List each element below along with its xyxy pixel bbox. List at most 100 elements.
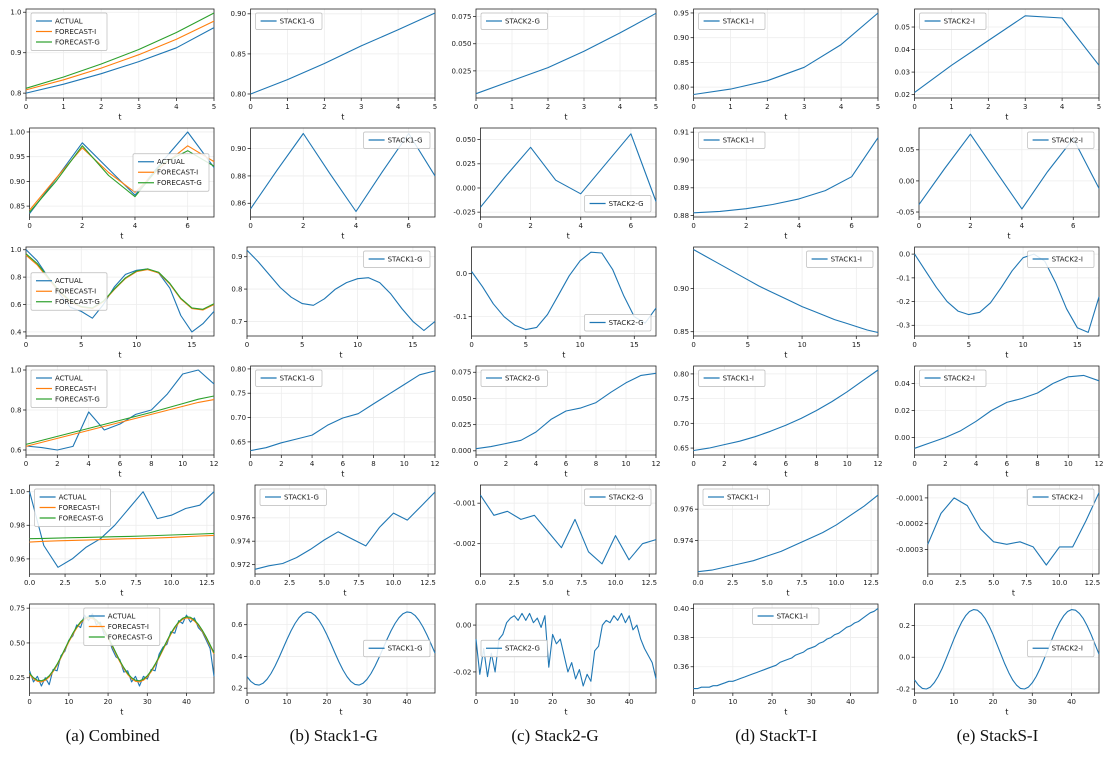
chart-panel-r1c: 0.025 0.050 0.075 0 1 2 3 4 5 t STACK2-G xyxy=(444,3,663,122)
x-tick-label: 5 xyxy=(524,341,528,349)
x-tick-label: 0.0 xyxy=(250,579,261,587)
legend: STACK2-G xyxy=(584,488,652,506)
x-tick-label: 0 xyxy=(691,222,695,230)
y-tick-label: 0.36 xyxy=(673,663,689,671)
x-axis-label: t xyxy=(341,113,344,122)
y-tick-label: 0.4 xyxy=(232,653,244,661)
y-tick-label: 0.02 xyxy=(894,407,910,415)
plot-box xyxy=(692,246,878,337)
caption-stackt-i: (d) StackT-I xyxy=(735,726,818,745)
chart-r4d: 0.65 0.70 0.75 0.80 0 2 4 6 8 10 12 t STACK1-I xyxy=(673,365,882,479)
x-tick-label: 10 xyxy=(178,460,187,468)
y-tick-label: 0.95 xyxy=(673,9,689,17)
x-tick-label: 40 xyxy=(182,698,191,706)
chart-panel-r4e: 0.00 0.02 0.04 0 2 4 6 8 10 12 t STACK2-I xyxy=(887,360,1106,479)
plot-box xyxy=(29,603,215,694)
legend-box xyxy=(1027,488,1095,506)
legend-label: FORECAST-I xyxy=(55,385,96,393)
x-tick-label: 7.5 xyxy=(1021,579,1032,587)
x-axis-label: t xyxy=(784,232,787,241)
y-tick-label: 1.0 xyxy=(10,9,21,17)
x-tick-label: 2 xyxy=(744,222,748,230)
legend: STACK1-I xyxy=(805,250,873,268)
chart-r5a: 0.96 0.98 1.00 0.0 2.5 5.0 7.5 10.0 12.5 t ACTUAL F… xyxy=(10,484,215,598)
y-tick-label: -0.001 xyxy=(454,500,477,508)
y-tick-label: 0.974 xyxy=(231,538,252,546)
y-tick-label: -0.0002 xyxy=(896,520,923,528)
x-tick-label: 0 xyxy=(27,698,31,706)
plot-box xyxy=(254,484,436,575)
y-tick-label: 0.6 xyxy=(232,621,244,629)
legend: ACTUAL FORECAST-I FORECAST-G xyxy=(132,153,210,192)
x-tick-label: 0 xyxy=(691,698,695,706)
y-tick-label: 0.85 xyxy=(10,203,26,211)
legend-label: FORECAST-I xyxy=(55,288,96,296)
chart-grid: 0.8 0.9 1.0 0 1 2 3 4 5 t ACTUAL FORECAST-I FORECAST… xyxy=(2,3,1108,717)
x-tick-label: 2 xyxy=(968,222,972,230)
legend-label: ACTUAL xyxy=(55,374,83,382)
series-forecast-i xyxy=(29,534,215,543)
series-forecast-g xyxy=(29,145,215,213)
x-tick-label: 2 xyxy=(55,460,59,468)
x-tick-label: 2.5 xyxy=(284,579,295,587)
x-tick-label: 10 xyxy=(576,341,585,349)
legend-label: STACK1-I xyxy=(830,255,861,263)
y-tick-label: 0.95 xyxy=(10,153,26,161)
chart-panel-r5c: -0.001 -0.002 0.0 2.5 5.0 7.5 10.0 12.5 t STACK2-… xyxy=(444,479,663,598)
y-tick-label: 0.050 xyxy=(452,395,472,403)
x-tick-label: 15 xyxy=(630,341,639,349)
y-tick-label: -0.025 xyxy=(454,209,477,217)
series-stack2-g xyxy=(475,612,657,687)
y-tick-label: 0.972 xyxy=(231,561,251,569)
series-stack2-g xyxy=(476,372,657,450)
x-tick-label: 10 xyxy=(510,698,519,706)
chart-r5e: -0.0001 -0.0002 -0.0003 0.0 2.5 5.0 7.5 10.0 12.… xyxy=(896,484,1100,598)
x-tick-label: 4 xyxy=(838,103,843,111)
chart-panel-r1a: 0.8 0.9 1.0 0 1 2 3 4 5 t ACTUAL FORECAST-I FORECAST… xyxy=(2,3,221,122)
legend-label: STACK2-I xyxy=(1051,136,1082,144)
series-forecast-g xyxy=(29,616,215,682)
plot-box xyxy=(913,8,1100,99)
x-tick-label: 5.0 xyxy=(95,579,106,587)
legend-label: FORECAST-I xyxy=(157,169,198,177)
y-tick-label: 0.6 xyxy=(10,301,22,309)
x-tick-label: 6 xyxy=(407,222,412,230)
legend-label: STACK2-G xyxy=(609,200,644,208)
x-tick-label: 15 xyxy=(1073,341,1082,349)
legend-label: FORECAST-G xyxy=(55,395,100,403)
x-tick-label: 10 xyxy=(132,341,141,349)
legend-box xyxy=(1027,639,1095,658)
series-stack2-i xyxy=(914,15,1100,93)
x-tick-label: 2.5 xyxy=(509,579,520,587)
y-tick-label: 0.90 xyxy=(231,145,247,153)
x-tick-label: 4 xyxy=(396,103,401,111)
chart-panel-r1b: 0.80 0.85 0.90 0 1 2 3 4 5 t STACK1-G xyxy=(223,3,442,122)
x-tick-label: 0 xyxy=(470,341,474,349)
series-stack1-i xyxy=(693,369,878,452)
y-tick-label: 0.4 xyxy=(10,328,22,336)
y-tick-label: 0.91 xyxy=(673,129,689,137)
chart-panel-r5d: 0.974 0.976 0.0 2.5 5.0 7.5 10.0 12.5 t STACK1-I xyxy=(666,479,885,598)
y-tick-label: 0.8 xyxy=(10,274,21,282)
x-tick-label: 1 xyxy=(949,103,953,111)
x-tick-label: 4 xyxy=(796,222,801,230)
x-tick-label: 5.0 xyxy=(543,579,554,587)
legend-label: STACK1-G xyxy=(280,17,315,25)
legend-label: FORECAST-G xyxy=(108,633,153,641)
x-tick-label: 30 xyxy=(587,698,596,706)
x-tick-label: 0 xyxy=(245,341,249,349)
legend-box xyxy=(481,12,549,30)
legend: STACK1-I xyxy=(697,131,765,149)
plot-box xyxy=(250,8,436,99)
y-tick-label: 0.50 xyxy=(10,639,26,647)
x-tick-label: 2 xyxy=(301,222,305,230)
y-tick-label: 0.86 xyxy=(231,200,247,208)
legend-label: STACK1-I xyxy=(722,136,753,144)
x-tick-label: 2 xyxy=(279,460,283,468)
y-tick-label: 0.80 xyxy=(673,370,689,378)
chart-panel-r3b: 0.7 0.8 0.9 0 5 10 15 t STACK1-G xyxy=(223,241,442,360)
y-tick-label: 0.89 xyxy=(673,184,689,192)
x-tick-label: 3 xyxy=(359,103,363,111)
x-axis-label: t xyxy=(118,113,121,122)
y-tick-label: 0.050 xyxy=(452,40,472,48)
